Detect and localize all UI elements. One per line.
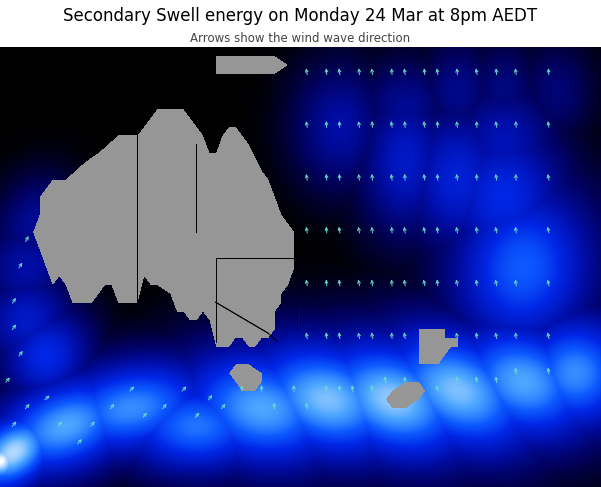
Text: Arrows show the wind wave direction: Arrows show the wind wave direction [191, 32, 410, 45]
Text: Secondary Swell energy on Monday 24 Mar at 8pm AEDT: Secondary Swell energy on Monday 24 Mar … [64, 7, 537, 25]
